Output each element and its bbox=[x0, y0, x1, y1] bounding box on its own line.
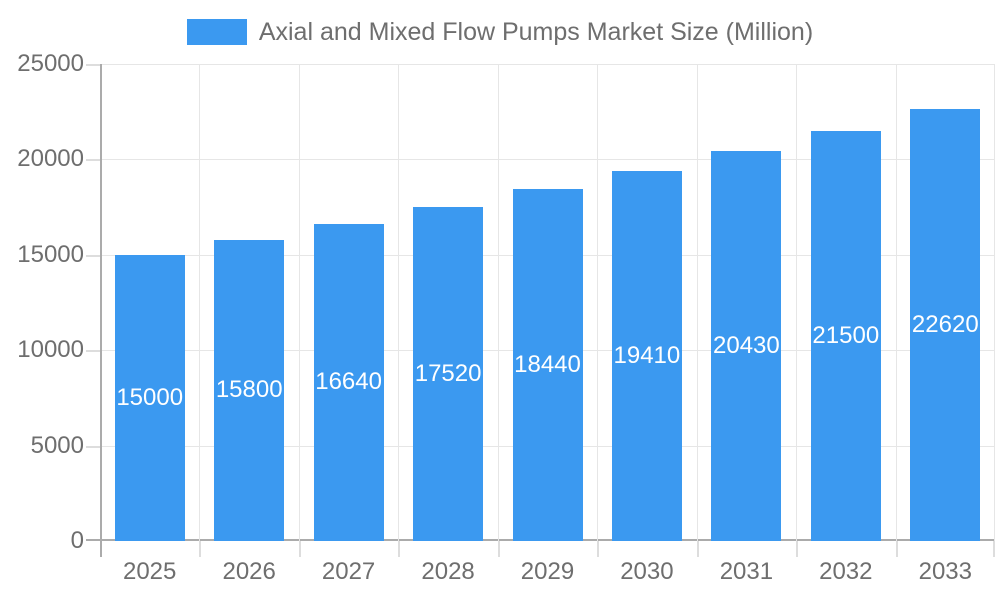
x-axis-tick bbox=[398, 541, 401, 557]
bar-value-label: 21500 bbox=[812, 321, 880, 349]
x-axis-tick-label: 2030 bbox=[620, 558, 674, 585]
x-axis-tick bbox=[796, 541, 799, 557]
x-axis-tick bbox=[298, 541, 301, 557]
plot-area: 15000 15800 16640 17520 18440 19410 20430 21500… bbox=[86, 64, 995, 557]
x-axis-tick-label: 2032 bbox=[819, 558, 873, 585]
bar-value-label: 17520 bbox=[414, 359, 482, 387]
y-gridline bbox=[100, 64, 995, 65]
x-axis-tick bbox=[199, 541, 202, 557]
x-gridline bbox=[597, 64, 599, 541]
x-axis-tick bbox=[100, 541, 102, 557]
x-axis-tick-label: 2028 bbox=[421, 558, 475, 585]
legend-label: Axial and Mixed Flow Pumps Market Size (… bbox=[258, 17, 814, 46]
bar-value-label: 15000 bbox=[116, 383, 184, 411]
x-axis-tick-label: 2029 bbox=[520, 558, 575, 585]
y-axis-tick-label: 5000 bbox=[30, 431, 84, 459]
x-axis-tick bbox=[993, 541, 995, 557]
x-axis-tick-label: 2031 bbox=[719, 558, 774, 585]
bar-value-label: 16640 bbox=[315, 368, 382, 396]
bar-2030[interactable]: 19410 bbox=[611, 170, 682, 541]
x-axis-tick bbox=[696, 541, 699, 557]
y-axis-tick bbox=[86, 159, 100, 162]
x-gridline bbox=[298, 64, 300, 541]
x-axis-tick bbox=[895, 541, 898, 557]
bar-2027[interactable]: 16640 bbox=[313, 223, 384, 541]
x-axis-tick bbox=[497, 541, 500, 557]
bar-2029[interactable]: 18440 bbox=[512, 189, 583, 541]
x-gridline bbox=[895, 64, 897, 541]
bar-value-label: 22620 bbox=[911, 311, 979, 339]
x-gridline bbox=[497, 64, 499, 541]
legend-swatch bbox=[186, 19, 247, 45]
bar-value-label: 19410 bbox=[613, 341, 681, 369]
bar-value-label: 18440 bbox=[514, 351, 581, 379]
bar-2033[interactable]: 22620 bbox=[910, 109, 981, 541]
x-gridline bbox=[398, 64, 400, 541]
y-axis-line bbox=[100, 64, 102, 541]
bar-2026[interactable]: 15800 bbox=[214, 239, 285, 541]
x-gridline bbox=[994, 64, 995, 541]
y-axis-tick-label: 25000 bbox=[17, 50, 84, 77]
bar-2031[interactable]: 20430 bbox=[711, 151, 782, 541]
bar-value-label: 20430 bbox=[713, 332, 780, 360]
y-axis-tick-label: 15000 bbox=[17, 240, 84, 268]
y-axis-tick bbox=[86, 64, 100, 66]
y-axis-tick bbox=[86, 445, 100, 448]
y-axis-tick bbox=[86, 539, 100, 541]
chart-legend[interactable]: Axial and Mixed Flow Pumps Market Size (… bbox=[0, 14, 1000, 50]
x-gridline bbox=[696, 64, 698, 541]
y-axis-tick-label: 20000 bbox=[17, 145, 84, 173]
bar-value-label: 15800 bbox=[215, 376, 283, 404]
y-axis-tick bbox=[86, 254, 100, 257]
y-axis-tick-label: 0 bbox=[70, 527, 84, 554]
x-gridline bbox=[199, 64, 201, 541]
x-axis-tick-label: 2027 bbox=[321, 558, 376, 585]
x-axis-tick-label: 2033 bbox=[918, 558, 972, 585]
x-axis-tick bbox=[597, 541, 600, 557]
y-axis-tick-label: 10000 bbox=[17, 336, 84, 364]
bar-2028[interactable]: 17520 bbox=[413, 206, 484, 541]
x-gridline bbox=[796, 64, 798, 541]
y-axis-tick bbox=[86, 350, 100, 353]
bar-2025[interactable]: 15000 bbox=[114, 254, 185, 541]
bar-2032[interactable]: 21500 bbox=[810, 130, 881, 541]
y-gridline bbox=[100, 159, 995, 161]
x-axis-tick-label: 2026 bbox=[222, 558, 276, 585]
x-axis-tick-label: 2025 bbox=[122, 558, 177, 585]
